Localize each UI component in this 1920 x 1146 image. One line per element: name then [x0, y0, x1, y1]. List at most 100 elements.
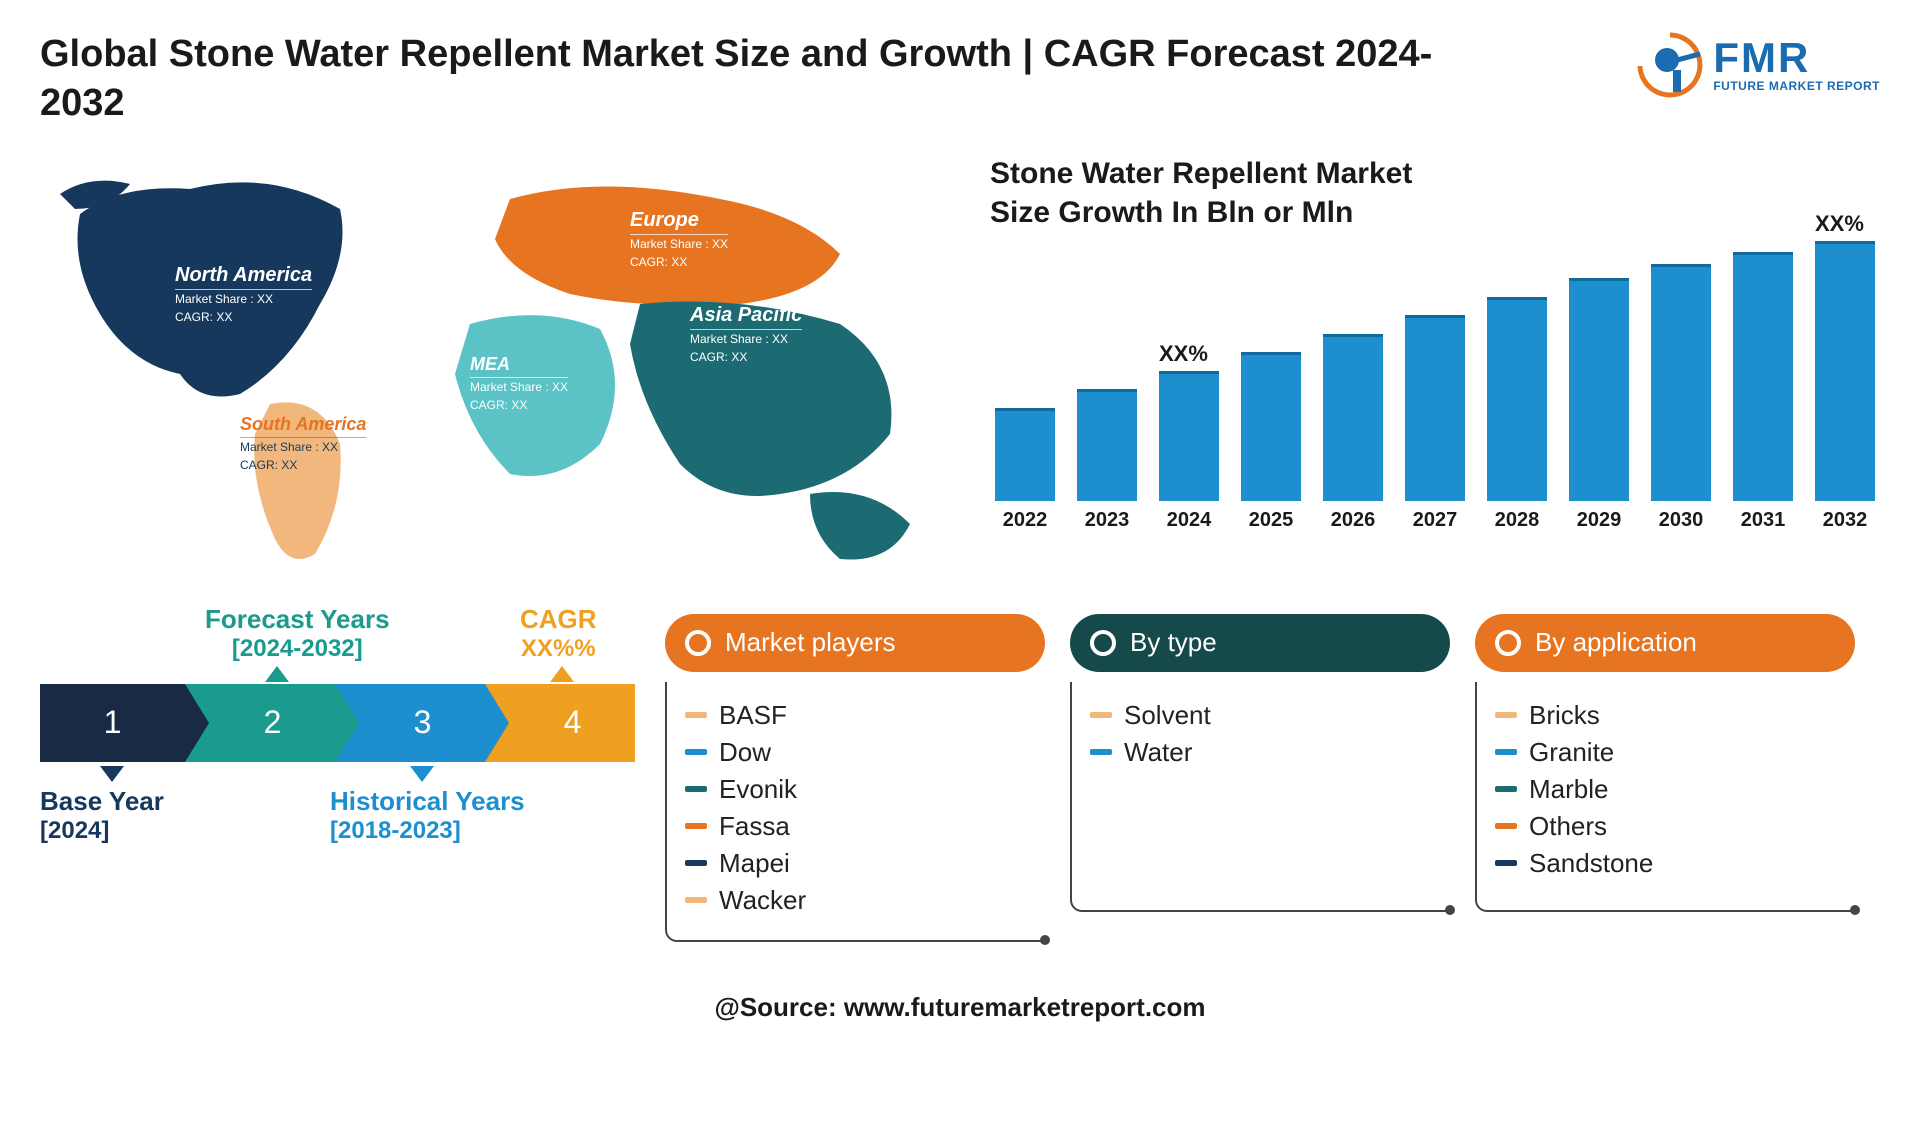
- region-share: Market Share : XX: [175, 289, 312, 306]
- bar: [1815, 241, 1875, 501]
- bar: [1323, 334, 1383, 501]
- bar-year-label: 2024: [1167, 509, 1212, 532]
- region-name: South America: [240, 414, 366, 435]
- bar-year-label: 2029: [1577, 509, 1622, 532]
- timeline-block: Forecast Years [2024-2032] CAGR XX%% 1 2…: [40, 614, 640, 762]
- list-item: Sandstone: [1495, 848, 1845, 879]
- bar-annotation: XX%: [1815, 211, 1864, 237]
- bar: [1487, 297, 1547, 501]
- growth-chart: Stone Water Repellent Market Size Growth…: [970, 154, 1880, 574]
- list-item: Granite: [1495, 737, 1845, 768]
- list-item-tick-icon: [1495, 823, 1517, 829]
- arrow-icon: [265, 666, 289, 682]
- list-item-label: Dow: [719, 737, 771, 768]
- list-item: BASF: [685, 700, 1035, 731]
- bar-year-label: 2027: [1413, 509, 1458, 532]
- bars-container: 2022 2023 2024 2025 2026 2027 2028 2029 2030 2031…: [990, 242, 1880, 532]
- list-item-tick-icon: [1090, 749, 1112, 755]
- list-item-label: Sandstone: [1529, 848, 1653, 879]
- bar: [1651, 264, 1711, 501]
- bar-year-label: 2023: [1085, 509, 1130, 532]
- bar-col: 2030: [1646, 264, 1716, 532]
- world-map: North America Market Share : XX CAGR: XX…: [40, 154, 940, 574]
- list-item-label: Solvent: [1124, 700, 1211, 731]
- forecast-label: Forecast Years [2024-2032]: [205, 604, 390, 663]
- bar-col: 2029: [1564, 278, 1634, 532]
- list-item-tick-icon: [685, 860, 707, 866]
- list-item-tick-icon: [685, 897, 707, 903]
- fmr-logo-icon: [1635, 30, 1705, 100]
- main-row: North America Market Share : XX CAGR: XX…: [40, 154, 1880, 574]
- region-name: North America: [175, 264, 312, 287]
- arrow-icon: [550, 666, 574, 682]
- bar: [1405, 315, 1465, 501]
- list-item-label: Others: [1529, 811, 1607, 842]
- bar-year-label: 2028: [1495, 509, 1540, 532]
- bar-year-label: 2026: [1331, 509, 1376, 532]
- label-mea: MEA Market Share : XX CAGR: XX: [470, 354, 568, 412]
- bar-col: 2027: [1400, 315, 1470, 532]
- region-share: Market Share : XX: [470, 377, 568, 394]
- region-share: Market Share : XX: [240, 437, 366, 454]
- bar: [1241, 352, 1301, 501]
- label-south-america: South America Market Share : XX CAGR: XX: [240, 414, 366, 472]
- list-item-label: Granite: [1529, 737, 1614, 768]
- bar-year-label: 2025: [1249, 509, 1294, 532]
- bar-col: 2025: [1236, 352, 1306, 532]
- list-item-tick-icon: [685, 712, 707, 718]
- bar-annotation: XX%: [1159, 341, 1208, 367]
- bar-year-label: 2022: [1003, 509, 1048, 532]
- list-item: Wacker: [685, 885, 1035, 916]
- bar: [1733, 252, 1793, 501]
- base-year-label: Base Year [2024]: [40, 786, 164, 845]
- bar: [1569, 278, 1629, 501]
- logo: FMR FUTURE MARKET REPORT: [1635, 30, 1880, 100]
- bar-col: 2024: [1154, 371, 1224, 532]
- region-cagr: CAGR: XX: [470, 396, 568, 412]
- list-item: Mapei: [685, 848, 1035, 879]
- bar-year-label: 2031: [1741, 509, 1786, 532]
- by-type-column: By type Solvent Water: [1070, 614, 1450, 912]
- cagr-label: CAGR XX%%: [520, 604, 597, 663]
- bar-col: 2031: [1728, 252, 1798, 532]
- pill-header-type: By type: [1070, 614, 1450, 672]
- region-cagr: CAGR: XX: [630, 253, 728, 269]
- list-item-tick-icon: [685, 749, 707, 755]
- logo-text-main: FMR: [1713, 37, 1880, 79]
- list-item-label: BASF: [719, 700, 787, 731]
- list-item-tick-icon: [1495, 786, 1517, 792]
- list-item: Fassa: [685, 811, 1035, 842]
- list-item-tick-icon: [685, 786, 707, 792]
- bar-col: 2032: [1810, 241, 1880, 532]
- list-players: BASF Dow Evonik Fassa Mapei Wacker: [665, 682, 1045, 942]
- region-name: Europe: [630, 209, 728, 232]
- list-item-tick-icon: [685, 823, 707, 829]
- list-item-tick-icon: [1090, 712, 1112, 718]
- arrow-icon: [410, 766, 434, 782]
- list-item: Marble: [1495, 774, 1845, 805]
- logo-text-sub: FUTURE MARKET REPORT: [1713, 79, 1880, 93]
- bar-col: 2023: [1072, 389, 1142, 531]
- list-item: Others: [1495, 811, 1845, 842]
- region-name: MEA: [470, 354, 568, 375]
- list-item-label: Evonik: [719, 774, 797, 805]
- page-title: Global Stone Water Repellent Market Size…: [40, 30, 1440, 129]
- header: Global Stone Water Repellent Market Size…: [40, 30, 1880, 129]
- list-item-label: Water: [1124, 737, 1192, 768]
- list-item-label: Marble: [1529, 774, 1608, 805]
- chevron-step-1: 1: [40, 684, 185, 762]
- list-item-label: Mapei: [719, 848, 790, 879]
- label-asia-pacific: Asia Pacific Market Share : XX CAGR: XX: [690, 304, 802, 364]
- list-item: Evonik: [685, 774, 1035, 805]
- list-item: Solvent: [1090, 700, 1440, 731]
- historical-label: Historical Years [2018-2023]: [330, 786, 525, 845]
- bar-col: 2022: [990, 408, 1060, 532]
- list-item: Dow: [685, 737, 1035, 768]
- pill-header-players: Market players: [665, 614, 1045, 672]
- bar-year-label: 2032: [1823, 509, 1868, 532]
- label-europe: Europe Market Share : XX CAGR: XX: [630, 209, 728, 269]
- bar-col: 2026: [1318, 334, 1388, 532]
- arrow-icon: [100, 766, 124, 782]
- list-type: Solvent Water: [1070, 682, 1450, 912]
- region-share: Market Share : XX: [690, 329, 802, 346]
